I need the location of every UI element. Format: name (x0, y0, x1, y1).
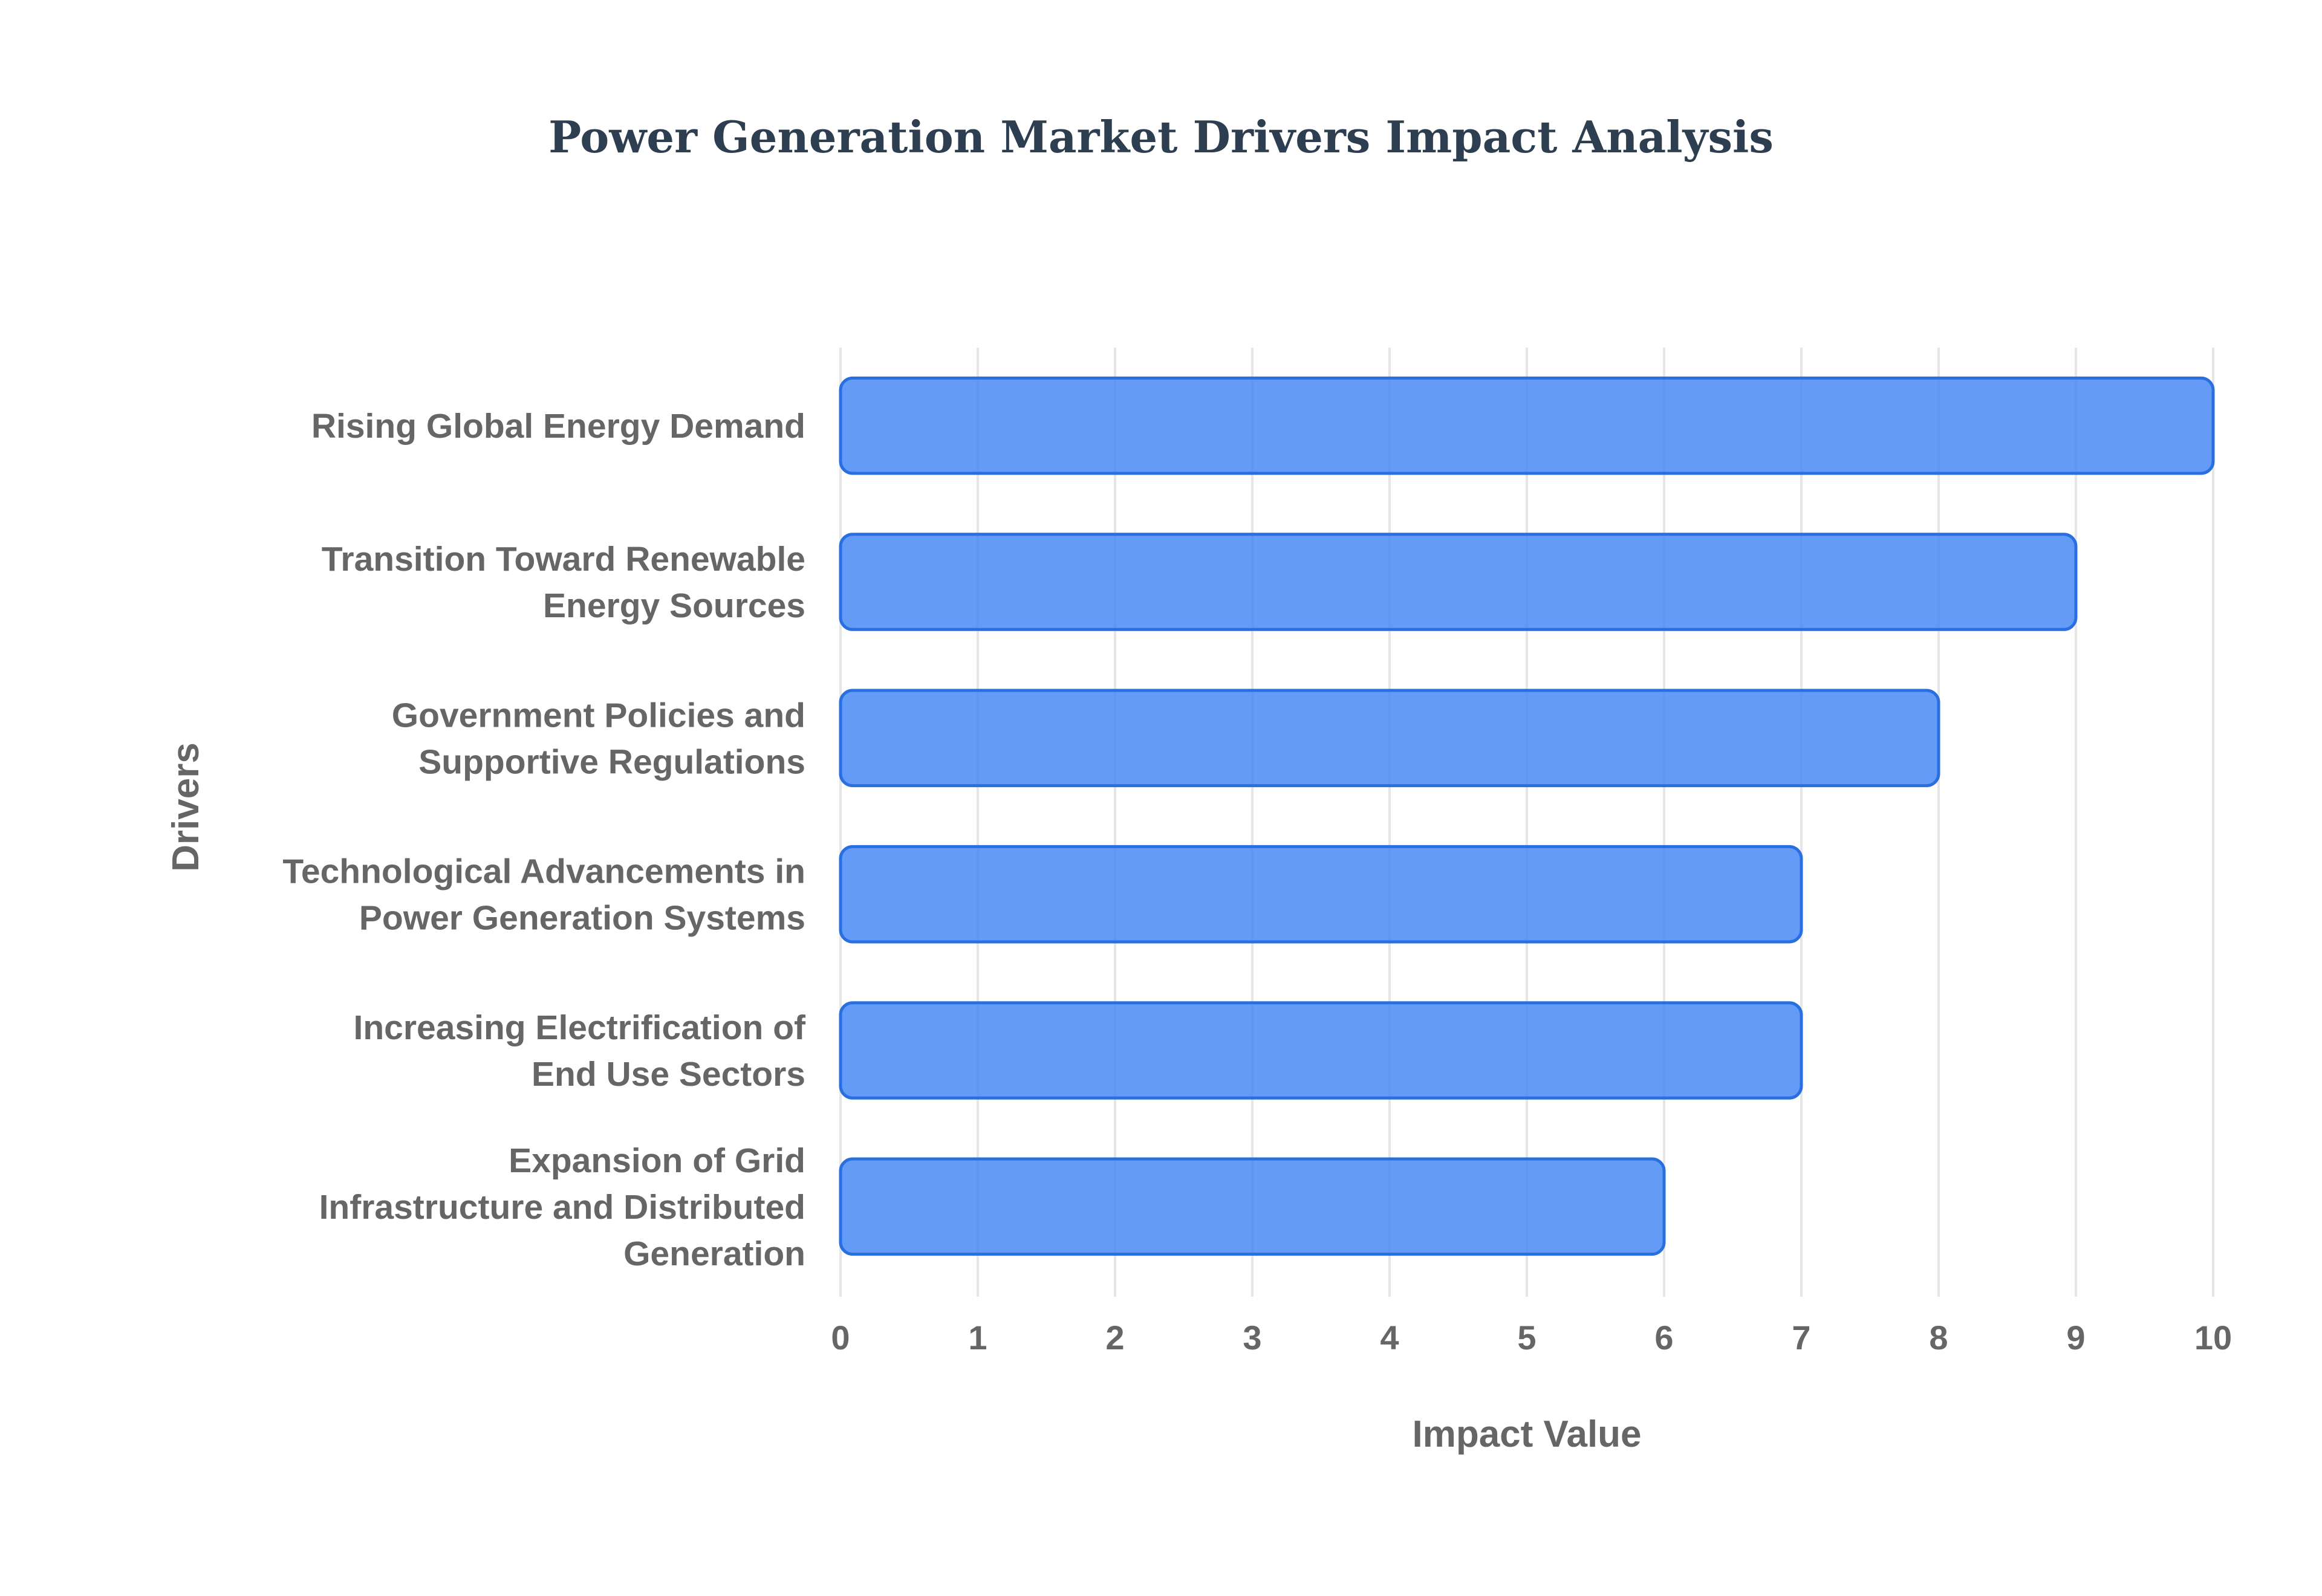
bar[interactable] (839, 845, 1803, 944)
category-label: Government Policies and Supportive Regula… (392, 696, 805, 781)
x-tick-label: 10 (2194, 1319, 2232, 1357)
bar[interactable] (839, 689, 1940, 788)
category-label-line: Rising Global Energy Demand (311, 407, 805, 446)
category-label: Transition Toward Renewable Energy Source… (322, 540, 805, 625)
category-label-line: Power Generation Systems (359, 899, 805, 938)
x-tick-label: 0 (831, 1319, 850, 1357)
category-label-line: Generation (623, 1234, 805, 1273)
category-label: Rising Global Energy Demand (311, 407, 805, 446)
category-label-line: Technological Advancements in (282, 852, 805, 891)
category-label: Increasing Electrification of End Use Sec… (353, 1008, 806, 1094)
x-tick-label: 6 (1654, 1319, 1673, 1357)
gridlines (839, 348, 2214, 1297)
category-label: Technological Advancements in Power Gener… (282, 852, 805, 938)
category-label-line: Transition Toward Renewable (322, 540, 805, 579)
category-label-line: Expansion of Grid (509, 1141, 805, 1180)
x-axis-ticks: 0 1 2 3 4 5 6 7 8 9 10 (831, 1319, 2232, 1357)
bar[interactable] (839, 533, 2078, 631)
category-label-line: Infrastructure and Distributed (319, 1188, 805, 1227)
x-tick-label: 9 (2066, 1319, 2085, 1357)
category-label-line: Government Policies and (392, 696, 805, 735)
category-label-line: Supportive Regulations (418, 742, 805, 781)
bars (839, 376, 2215, 1256)
bar[interactable] (839, 1157, 1666, 1256)
bar[interactable] (839, 376, 2215, 475)
category-label-line: End Use Sectors (532, 1055, 805, 1094)
bar[interactable] (839, 1001, 1803, 1100)
x-tick-label: 4 (1380, 1319, 1399, 1357)
y-axis-categories: Rising Global Energy Demand Transition To… (282, 407, 806, 1273)
x-tick-label: 7 (1792, 1319, 1810, 1357)
category-label-line: Energy Sources (543, 586, 805, 625)
x-tick-label: 8 (1929, 1319, 1948, 1357)
x-tick-label: 1 (968, 1319, 987, 1357)
category-label-line: Increasing Electrification of (353, 1008, 806, 1047)
category-label: Expansion of Grid Infrastructure and Dist… (319, 1141, 805, 1273)
y-axis-title: Drivers (165, 742, 207, 872)
x-tick-label: 2 (1105, 1319, 1124, 1357)
x-tick-label: 3 (1243, 1319, 1261, 1357)
x-axis-title: Impact Value (1412, 1413, 1641, 1455)
chart-title: Power Generation Market Drivers Impact A… (548, 111, 1774, 163)
x-tick-label: 5 (1517, 1319, 1536, 1357)
